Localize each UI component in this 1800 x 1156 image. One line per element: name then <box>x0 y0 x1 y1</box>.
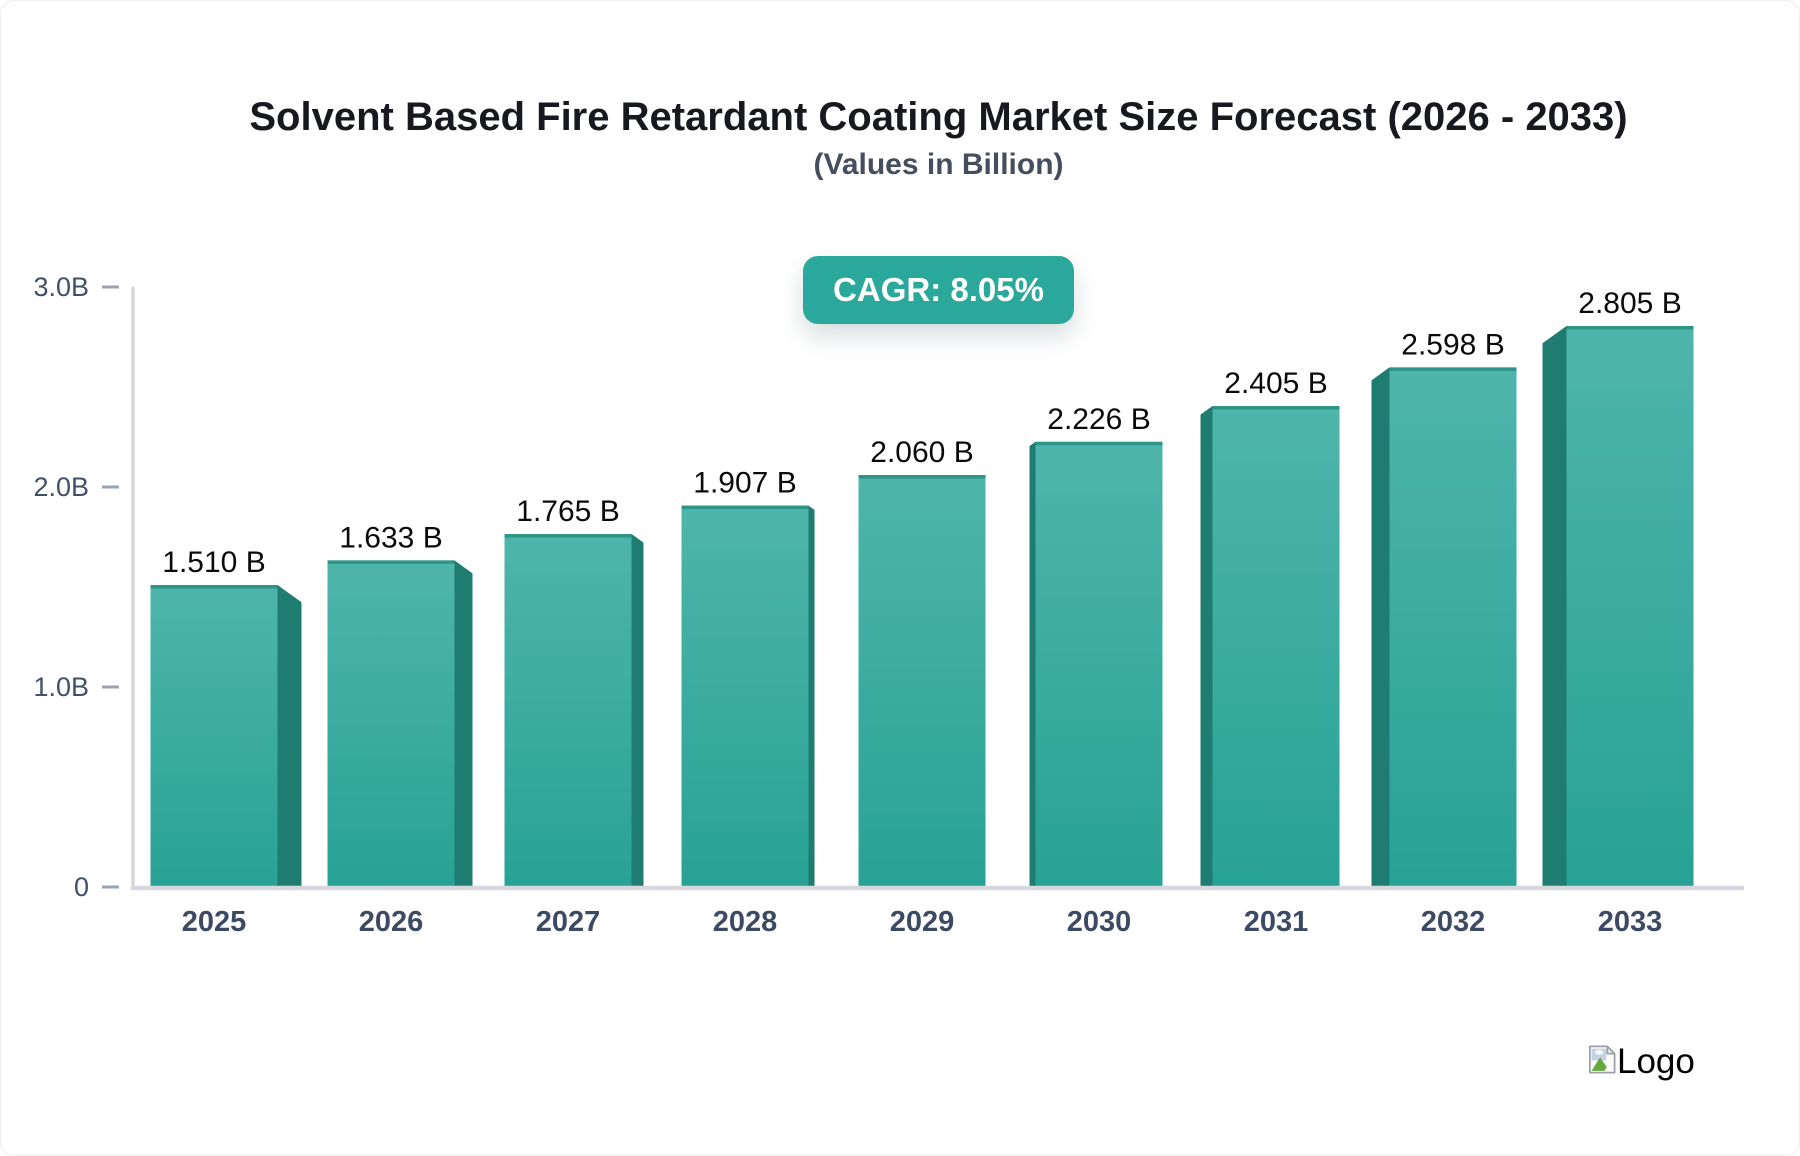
bar-top-edge <box>681 505 809 510</box>
bar-2029: 2.060 B 2029 <box>858 436 986 938</box>
bar-value-label: 2.060 B <box>870 436 973 469</box>
bar-front-face <box>858 475 986 887</box>
page-title: Solvent Based Fire Retardant Coating Mar… <box>249 95 1628 139</box>
x-axis-label: 2030 <box>1067 906 1132 938</box>
cagr-badge: CAGR: 8.05% <box>803 256 1074 324</box>
bar-front-face <box>504 534 632 887</box>
bar-side-face <box>631 534 644 887</box>
bar-2032: 2.598 B 2032 <box>1371 328 1517 938</box>
bar-value-label: 2.405 B <box>1224 367 1327 400</box>
x-axis-label: 2026 <box>359 906 424 938</box>
page-subtitle: (Values in Billion) <box>813 148 1064 181</box>
x-axis-label: 2028 <box>713 906 778 938</box>
bar-value-label: 1.907 B <box>693 467 796 500</box>
bar-top-edge <box>858 475 986 479</box>
bar-2030: 2.226 B 2030 <box>1029 403 1163 938</box>
bar-side-face <box>1371 367 1390 887</box>
bar-2025: 1.510 B 2025 <box>150 546 302 938</box>
x-axis-label: 2027 <box>536 906 601 938</box>
bar-2033: 2.805 B 2033 <box>1542 287 1694 938</box>
y-tick-label: 3.0B <box>33 272 89 302</box>
y-tick-label: 0 <box>74 872 89 902</box>
bar-top-edge <box>150 585 278 589</box>
bar-2028: 1.907 B 2028 <box>681 467 815 938</box>
bar-value-label: 1.510 B <box>162 546 265 579</box>
bar-side-face <box>1200 406 1213 887</box>
bar-2026: 1.633 B 2026 <box>327 521 473 938</box>
bar-top-edge <box>1566 326 1694 330</box>
bar-top-edge <box>504 534 632 538</box>
bar-value-label: 2.805 B <box>1578 287 1681 320</box>
x-axis-label: 2031 <box>1244 906 1309 938</box>
bar-value-label: 2.598 B <box>1401 328 1504 361</box>
x-axis-label: 2025 <box>182 906 247 938</box>
cagr-badge-container: CAGR: 8.05% <box>133 256 1744 324</box>
bar-side-face <box>277 585 302 887</box>
y-tick-label: 1.0B <box>33 672 89 702</box>
bar-top-edge <box>1212 406 1340 410</box>
broken-image-icon <box>1589 1045 1616 1074</box>
bar-side-face <box>808 505 815 887</box>
bar-value-label: 2.226 B <box>1047 403 1150 436</box>
bar-value-label: 1.765 B <box>516 495 619 528</box>
bar-front-face <box>1566 326 1694 887</box>
bar-top-edge <box>1035 441 1163 446</box>
bar-front-face <box>1035 441 1163 887</box>
x-axis-label: 2032 <box>1421 906 1486 938</box>
logo-text: Logo <box>1617 1042 1695 1081</box>
bar-front-face <box>1389 367 1517 887</box>
bar-front-face <box>150 585 278 887</box>
bar-top-edge <box>1389 367 1517 371</box>
bar-side-face <box>1542 326 1567 887</box>
bar-top-edge <box>327 560 455 564</box>
bar-side-face <box>1029 441 1036 887</box>
bar-2027: 1.765 B 2027 <box>504 495 644 938</box>
bar-value-label: 1.633 B <box>339 521 442 554</box>
x-axis-label: 2029 <box>890 906 955 938</box>
bar-2031: 2.405 B 2031 <box>1200 367 1340 938</box>
bar-front-face <box>1212 406 1340 887</box>
x-axis-label: 2033 <box>1598 906 1663 938</box>
y-tick-label: 2.0B <box>33 472 89 502</box>
bar-front-face <box>681 505 809 887</box>
bar-front-face <box>327 560 455 887</box>
logo: Logo <box>1586 1041 1695 1082</box>
bar-side-face <box>454 560 473 887</box>
